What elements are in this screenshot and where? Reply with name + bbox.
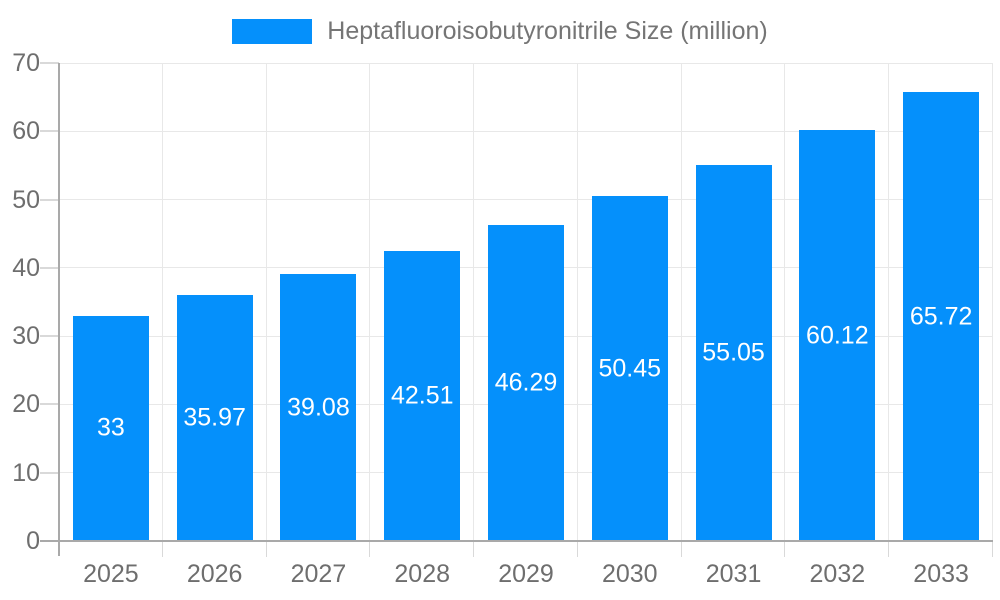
bar-2031[interactable]: 55.05 [695,165,772,541]
y-tick-mark [40,130,59,133]
x-axis-label: 2028 [394,560,451,588]
y-tick-mark [40,335,59,338]
bar-value-label: 42.51 [390,381,454,410]
y-tick-mark [40,266,59,269]
y-axis-label: 10 [12,458,40,487]
y-axis-line [58,63,60,556]
bar-2033[interactable]: 65.72 [903,92,980,541]
x-tick-mark [162,541,163,557]
bar-2029[interactable]: 46.29 [488,224,564,541]
x-tick-mark [577,541,578,557]
x-tick-mark [992,541,993,557]
y-tick-mark [40,403,59,406]
y-tick-mark [40,62,59,64]
y-tick-mark [40,198,59,201]
h-gridline [59,130,993,132]
v-gridline [681,63,682,541]
y-axis-label: 50 [12,185,40,214]
bar-value-label: 46.29 [494,368,558,397]
y-axis-label: 70 [12,49,40,77]
v-gridline [369,63,370,541]
x-tick-mark [266,541,267,557]
h-gridline [59,199,993,201]
x-axis-line [40,540,993,542]
bar-2025[interactable]: 33 [72,315,149,541]
bar-value-label: 55.05 [702,338,765,367]
bar-value-label: 60.12 [806,321,869,350]
v-gridline [162,63,163,541]
bar-2030[interactable]: 50.45 [591,196,668,541]
y-axis-label: 40 [12,253,40,282]
x-axis-label: 2031 [705,560,762,588]
x-axis-label: 2029 [498,560,554,588]
x-axis-label: 2026 [186,560,243,588]
bar-2027[interactable]: 39.08 [280,274,357,541]
x-tick-mark [473,541,474,557]
x-axis-label: 2027 [290,560,347,588]
bar-2026[interactable]: 35.97 [176,295,253,541]
bar-value-label: 39.08 [287,393,350,422]
legend-swatch [232,18,313,44]
x-axis-label: 2025 [83,560,139,588]
v-gridline [784,63,785,541]
v-gridline [992,63,993,541]
x-tick-mark [784,541,785,557]
y-tick-mark [40,471,59,474]
bar-value-label: 50.45 [598,354,662,383]
x-axis-label: 2032 [809,560,866,588]
v-gridline [266,63,267,541]
y-axis-label: 60 [12,117,40,146]
x-tick-mark [888,541,889,557]
legend[interactable]: Heptafluoroisobutyronitrile Size (millio… [0,13,1000,49]
x-tick-mark [681,541,682,557]
y-axis-label: 20 [12,390,40,419]
legend-label: Heptafluoroisobutyronitrile Size (millio… [327,16,768,45]
bar-value-label: 33 [96,413,125,442]
v-gridline [577,63,578,541]
y-axis-label: 30 [12,322,40,351]
x-axis-label: 2033 [913,560,969,588]
bar-value-label: 35.97 [183,403,246,432]
v-gridline [888,63,889,541]
bar-2028[interactable]: 42.51 [384,250,461,541]
plot-area: 33 35.97 39.08 42.51 46.29 50.45 55.05 60.12 65.… [59,62,993,541]
h-gridline [59,62,993,64]
x-tick-mark [369,541,370,557]
bar-2032[interactable]: 60.12 [799,130,876,541]
bar-value-label: 65.72 [909,302,973,331]
x-axis-label: 2030 [601,560,658,588]
v-gridline [473,63,474,541]
y-axis-label: 0 [26,527,40,555]
